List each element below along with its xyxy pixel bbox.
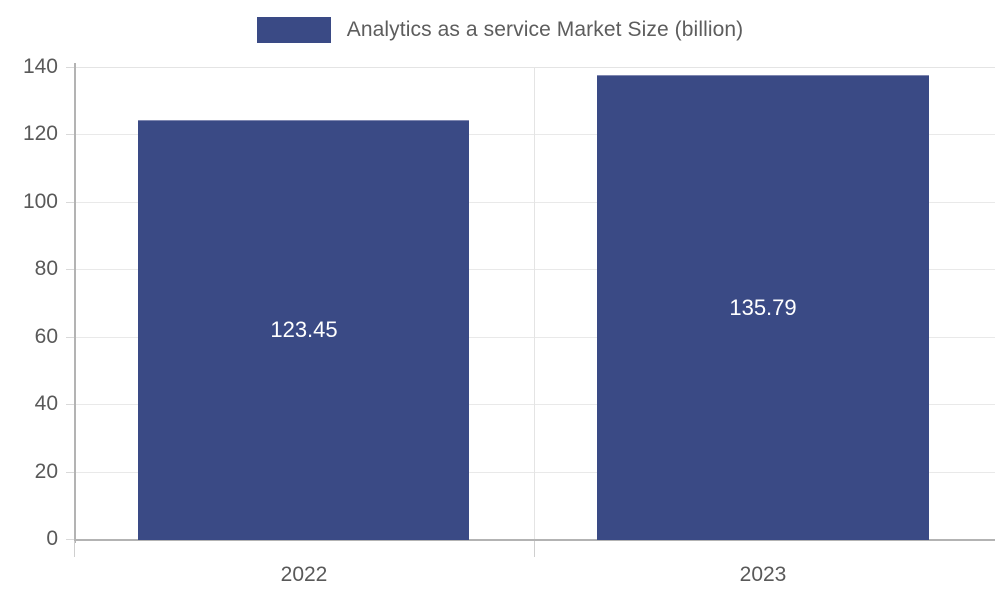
y-tick-dash-140 — [66, 67, 74, 68]
y-tick-dash-120 — [66, 134, 74, 135]
y-tick-label-100: 100 — [22, 190, 58, 213]
y-tick-dash-20 — [66, 472, 74, 473]
x-axis-line — [74, 539, 995, 541]
legend-item-analytics-market-size[interactable]: Analytics as a service Market Size (bill… — [256, 17, 744, 43]
legend-label: Analytics as a service Market Size (bill… — [346, 18, 744, 41]
x-axis-tick-mid — [534, 541, 535, 557]
y-tick-label-0: 0 — [46, 527, 58, 550]
y-tick-label-20: 20 — [34, 460, 58, 483]
bar-value-label-2022: 123.45 — [270, 317, 338, 342]
x-axis-tick-start — [74, 541, 75, 557]
y-tick-label-60: 60 — [34, 325, 58, 348]
x-tick-label-2023: 2023 — [739, 563, 787, 586]
y-tick-dash-80 — [66, 269, 74, 270]
y-tick-label-80: 80 — [34, 257, 58, 280]
x-tick-label-2022: 2022 — [280, 563, 328, 586]
y-axis-line — [74, 63, 76, 543]
plot-area — [74, 67, 995, 539]
y-tick-label-40: 40 — [34, 392, 58, 415]
bar-2022[interactable] — [138, 120, 469, 540]
chart-legend: Analytics as a service Market Size (bill… — [0, 12, 1000, 48]
bar-value-label-2023: 135.79 — [729, 295, 797, 320]
y-tick-dash-0 — [66, 539, 74, 540]
legend-swatch-icon — [256, 17, 331, 43]
y-tick-dash-60 — [66, 337, 74, 338]
bar-2023[interactable] — [597, 75, 929, 540]
y-tick-dash-40 — [66, 404, 74, 405]
y-tick-label-140: 140 — [22, 55, 58, 78]
y-tick-dash-100 — [66, 202, 74, 203]
y-tick-label-120: 120 — [22, 122, 58, 145]
category-separator-gridline — [534, 67, 535, 539]
